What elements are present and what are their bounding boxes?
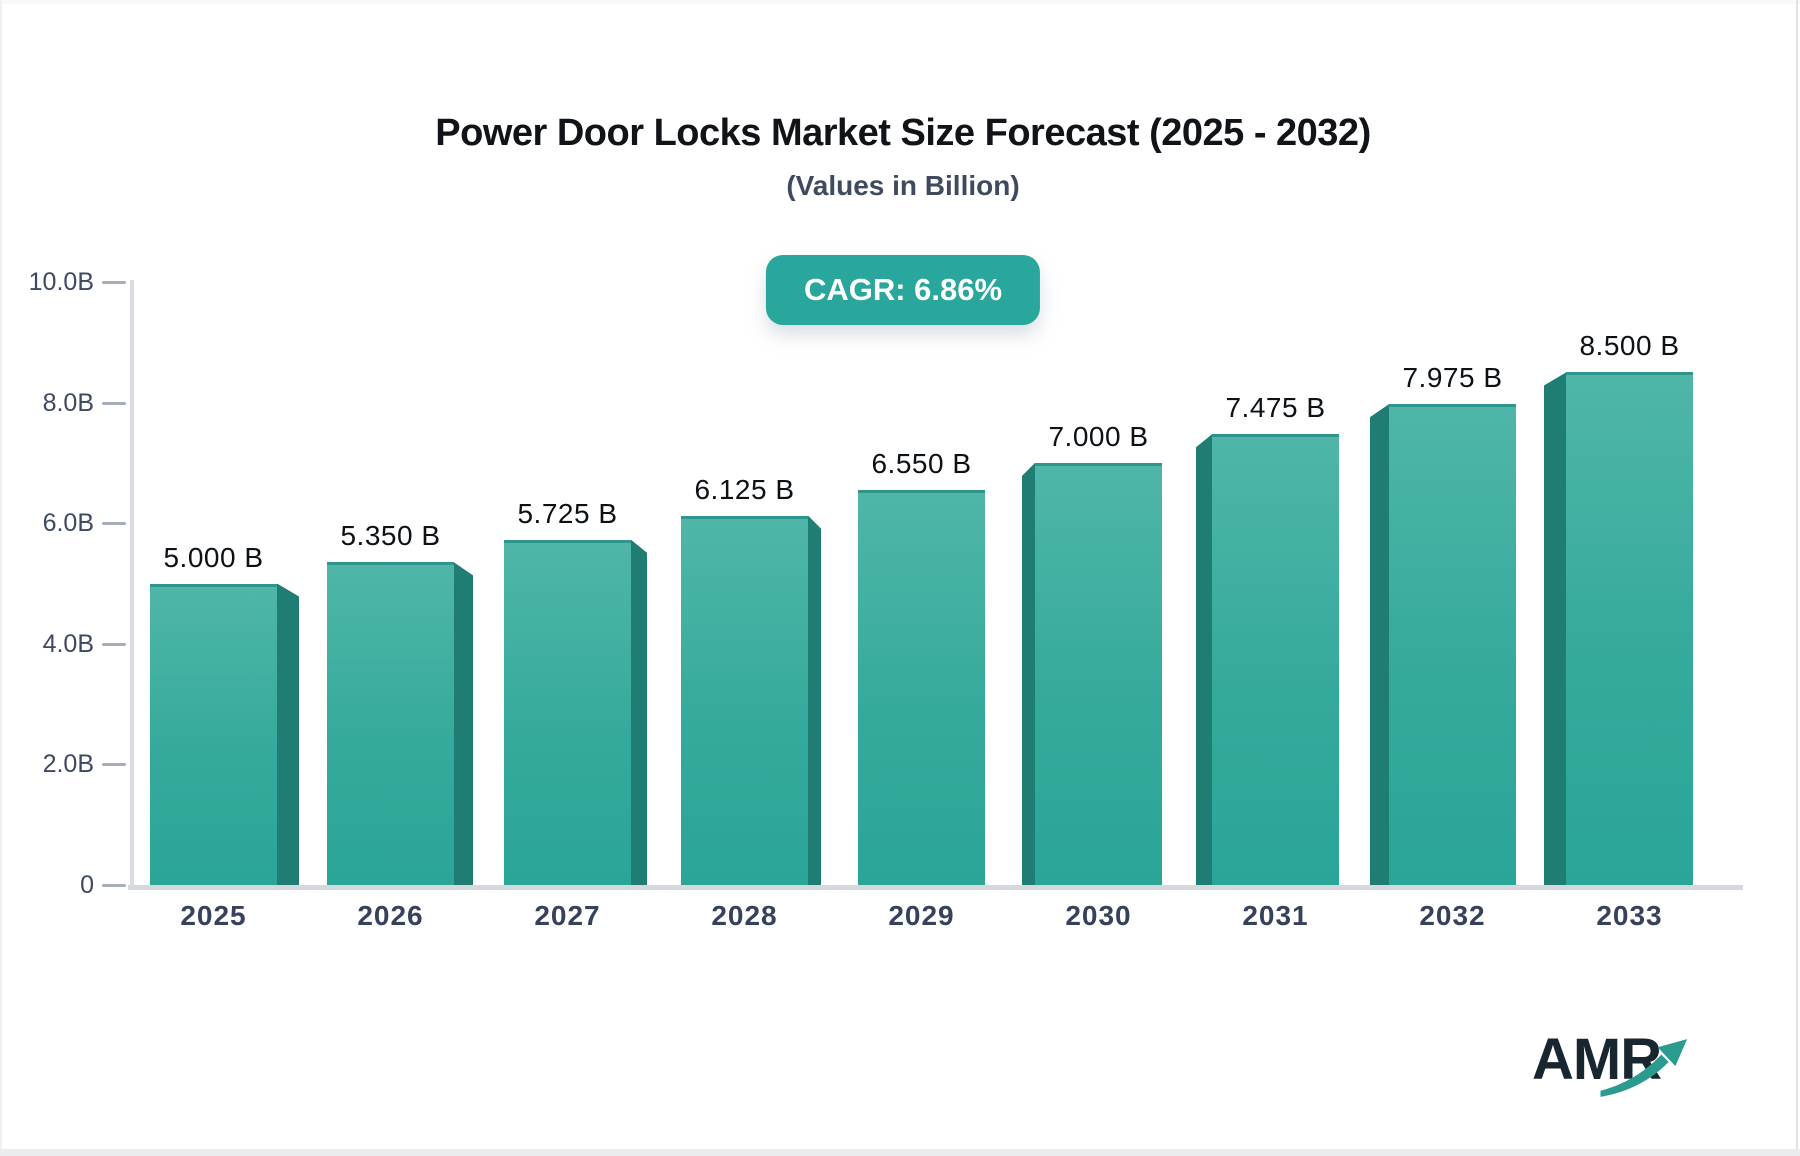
y-axis-tick bbox=[102, 401, 126, 405]
bar-value-label: 7.475 B bbox=[1225, 392, 1326, 424]
y-axis-tick bbox=[102, 522, 126, 526]
page-left-border bbox=[0, 0, 2, 1156]
x-axis-label: 2030 bbox=[1065, 900, 1132, 931]
y-axis-label: 4.0B bbox=[42, 629, 94, 658]
y-axis-tick bbox=[102, 884, 126, 887]
bar bbox=[1212, 434, 1339, 885]
bar-side-face bbox=[808, 515, 821, 885]
page-top-border bbox=[0, 0, 1800, 4]
x-axis-label: 2027 bbox=[534, 900, 601, 931]
bar bbox=[150, 583, 277, 885]
bar-value-label: 6.125 B bbox=[694, 473, 795, 505]
x-axis-label: 2029 bbox=[888, 900, 955, 931]
y-axis-tick bbox=[102, 642, 126, 646]
y-axis-tick bbox=[102, 281, 126, 284]
y-axis-label: 8.0B bbox=[42, 388, 94, 417]
x-axis-baseline bbox=[128, 885, 1743, 890]
y-axis-tick bbox=[102, 763, 126, 767]
bar bbox=[858, 490, 985, 885]
x-axis-label: 2025 bbox=[180, 900, 247, 931]
bar-value-label: 8.500 B bbox=[1579, 330, 1680, 362]
chart-subtitle: (Values in Billion) bbox=[786, 170, 1020, 201]
bar-value-label: 5.000 B bbox=[163, 541, 264, 573]
x-axis-label: 2032 bbox=[1419, 900, 1486, 931]
y-axis-label: 10.0B bbox=[28, 268, 94, 296]
bar-side-face bbox=[1370, 404, 1389, 885]
y-axis-label: 2.0B bbox=[42, 750, 94, 779]
bar-value-label: 5.725 B bbox=[517, 497, 618, 529]
bar-value-label: 6.550 B bbox=[871, 448, 972, 480]
bar-value-label: 5.350 B bbox=[340, 520, 441, 552]
bar bbox=[681, 515, 808, 885]
x-axis-label: 2026 bbox=[357, 900, 424, 931]
bar bbox=[1035, 462, 1162, 885]
bar-value-label: 7.000 B bbox=[1048, 420, 1149, 452]
bar-side-face bbox=[454, 562, 473, 885]
y-axis-label: 6.0B bbox=[42, 509, 94, 538]
bar bbox=[1389, 404, 1516, 885]
bar bbox=[1566, 372, 1693, 885]
x-axis-label: 2031 bbox=[1242, 900, 1309, 931]
bar-side-face bbox=[277, 583, 299, 885]
chart-title: Power Door Locks Market Size Forecast (2… bbox=[435, 112, 1371, 154]
y-axis-line bbox=[130, 280, 134, 890]
amr-logo: AMR bbox=[1532, 1030, 1712, 1110]
bar-value-label: 7.975 B bbox=[1402, 362, 1503, 394]
x-axis-label: 2028 bbox=[711, 900, 778, 931]
bar bbox=[327, 562, 454, 885]
page-bottom-border bbox=[0, 1149, 1800, 1156]
bar-side-face bbox=[1022, 462, 1035, 885]
bar-side-face bbox=[1544, 372, 1566, 885]
y-axis-label: 0 bbox=[80, 871, 94, 899]
bar-side-face bbox=[1196, 434, 1212, 885]
bar bbox=[504, 539, 631, 885]
logo-arrow-icon bbox=[1600, 1039, 1688, 1097]
cagr-badge: CAGR: 6.86% bbox=[765, 255, 1041, 325]
x-axis-label: 2033 bbox=[1596, 900, 1663, 931]
page-right-border bbox=[1796, 0, 1798, 1156]
bar-side-face bbox=[631, 539, 647, 885]
